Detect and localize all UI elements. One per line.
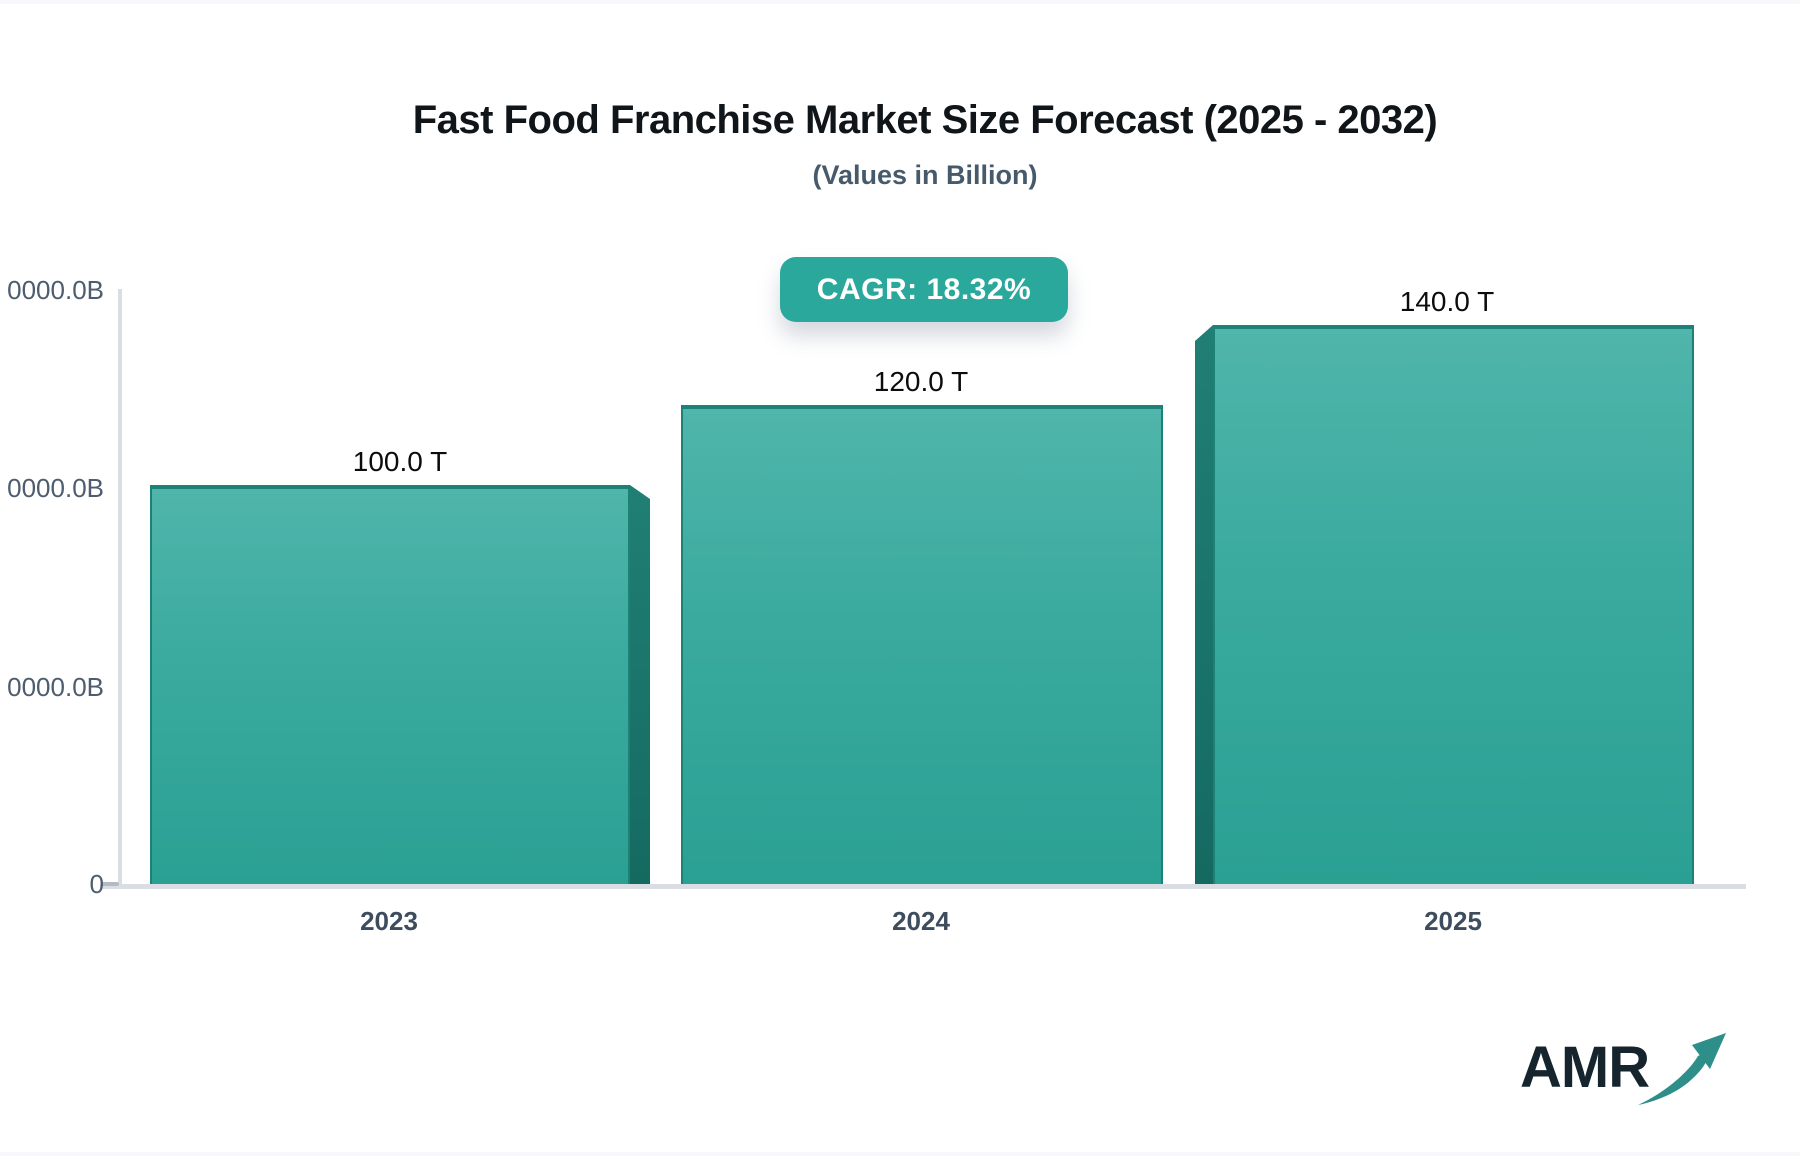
y-tick-label-50000: 0000.0B	[7, 672, 104, 702]
bottom-edge-strip	[0, 1152, 1800, 1156]
cagr-badge-label: CAGR: 18.32%	[816, 272, 1032, 306]
bar-2023	[150, 485, 630, 884]
bar-2025	[1213, 325, 1694, 884]
zero-tick-mark	[101, 882, 119, 886]
cagr-badge: CAGR: 18.32%	[780, 257, 1068, 322]
bar-value-label-2023: 100.0 T	[352, 446, 448, 477]
chart-title: Fast Food Franchise Market Size Forecast…	[412, 98, 1438, 142]
amr-logo-text: AMR	[1520, 1035, 1650, 1100]
bar-2025-side-3d	[1195, 325, 1213, 884]
y-axis-line	[118, 289, 122, 886]
x-tick-label-2025: 2025	[1424, 906, 1482, 936]
bar-2024	[681, 405, 1163, 884]
x-tick-label-2024: 2024	[892, 906, 950, 936]
amr-logo: AMR	[1520, 1028, 1726, 1112]
y-tick-label-0: 0	[89, 869, 104, 899]
top-edge-strip	[0, 0, 1800, 4]
y-tick-label-150000: 0000.0B	[7, 275, 104, 305]
x-axis-baseline	[100, 884, 1746, 889]
bar-value-label-2025: 140.0 T	[1399, 286, 1495, 317]
y-tick-label-100000: 0000.0B	[7, 473, 104, 503]
chart-subtitle: (Values in Billion)	[812, 160, 1038, 190]
trend-up-arrow-icon	[1636, 1028, 1728, 1115]
bar-2023-side-3d	[630, 485, 650, 884]
bar-value-label-2024: 120.0 T	[873, 366, 969, 397]
x-tick-label-2023: 2023	[360, 906, 418, 936]
